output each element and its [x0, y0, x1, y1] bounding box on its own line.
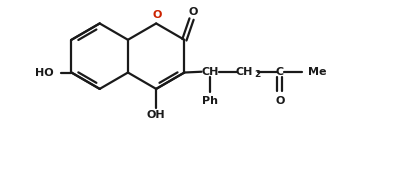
Text: HO: HO	[36, 68, 54, 78]
Text: Me: Me	[308, 67, 327, 77]
Text: 2: 2	[254, 70, 260, 79]
Text: CH: CH	[236, 67, 253, 77]
Text: OH: OH	[147, 110, 166, 120]
Text: O: O	[275, 96, 284, 106]
Text: CH: CH	[201, 67, 219, 77]
Text: Ph: Ph	[202, 96, 218, 106]
Text: C: C	[276, 67, 284, 77]
Text: O: O	[152, 10, 162, 20]
Text: O: O	[188, 7, 198, 17]
